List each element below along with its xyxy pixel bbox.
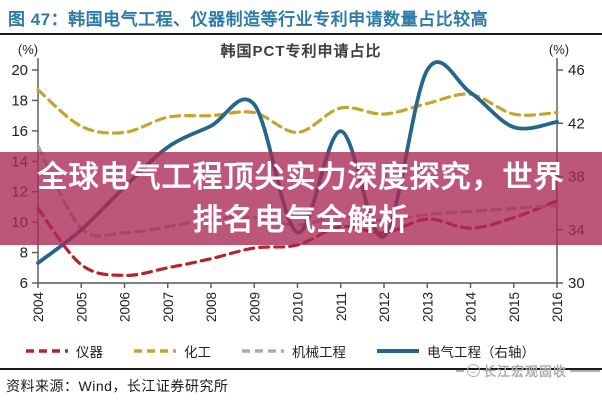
right-axis-tick-label: 46	[568, 62, 585, 79]
x-axis-year-label: 2006	[118, 292, 133, 322]
chart-legend: 仪器 化工 机械工程 电气工程（右轴）	[0, 341, 560, 361]
x-axis-year-label: 2007	[161, 292, 176, 322]
legend-swatch-icon	[26, 349, 68, 353]
x-axis-year-label: 2010	[291, 292, 306, 322]
promo-overlay-banner: 全球电气工程顶尖实力深度探究，世界 排名电气全解析	[0, 152, 602, 245]
x-axis-year-label: 2013	[420, 292, 435, 322]
left-axis-tick-label: 20	[11, 62, 28, 79]
legend-swatch-icon	[134, 349, 176, 353]
series-line-化工	[36, 88, 559, 135]
legend-item-电气工程（右轴）: 电气工程（右轴）	[376, 341, 535, 361]
header-divider	[0, 33, 602, 35]
legend-item-机械工程: 机械工程	[241, 341, 346, 361]
x-axis-year-label: 2004	[31, 292, 46, 323]
overlay-text-line1: 全球电气工程顶尖实力深度探究，世界	[37, 160, 565, 194]
legend-label: 机械工程	[292, 345, 346, 360]
figure-caption: 图 47：韩国电气工程、仪器制造等行业专利申请数量占比较高	[8, 10, 489, 29]
left-axis-tick-label: 18	[11, 92, 28, 109]
footer-divider	[0, 368, 602, 370]
legend-swatch-icon	[377, 349, 419, 353]
legend-item-仪器: 仪器	[25, 341, 103, 361]
watermark-right-line	[570, 369, 600, 372]
legend-label: 仪器	[76, 345, 103, 360]
brand-logo-icon	[466, 364, 480, 377]
data-source-note: 资料来源：Wind，长江证券研究所	[6, 378, 229, 394]
legend-label: 电气工程（右轴）	[427, 345, 535, 360]
watermark-left-line	[455, 369, 464, 372]
right-axis-tick-label: 30	[568, 275, 585, 292]
watermark: 长江宏观固收	[455, 361, 600, 380]
left-axis-tick-label: 8	[20, 245, 28, 262]
x-axis-year-label: 2011	[334, 292, 349, 321]
x-axis-year-label: 2016	[550, 292, 565, 322]
left-axis-tick-label: 6	[20, 275, 28, 292]
x-axis-year-label: 2012	[377, 292, 392, 322]
chart-title: 韩国PCT专利申请占比	[220, 43, 382, 60]
x-axis-year-label: 2009	[247, 292, 262, 322]
x-axis-year-label: 2008	[204, 292, 219, 322]
left-axis-tick-label: 16	[11, 123, 28, 140]
left-axis-unit-label: (%)	[18, 42, 38, 57]
overlay-text-line2: 排名电气全解析	[192, 203, 410, 237]
x-axis-year-label: 2005	[74, 292, 89, 322]
watermark-text: 长江宏观固收	[482, 364, 567, 379]
x-axis-year-label: 2015	[507, 292, 522, 322]
right-axis-unit-label: (%)	[549, 42, 569, 57]
legend-label: 化工	[184, 345, 211, 360]
right-axis-tick-label: 42	[568, 115, 585, 132]
x-axis-year-label: 2014	[464, 292, 479, 323]
legend-swatch-icon	[242, 349, 284, 353]
legend-item-化工: 化工	[133, 341, 211, 361]
